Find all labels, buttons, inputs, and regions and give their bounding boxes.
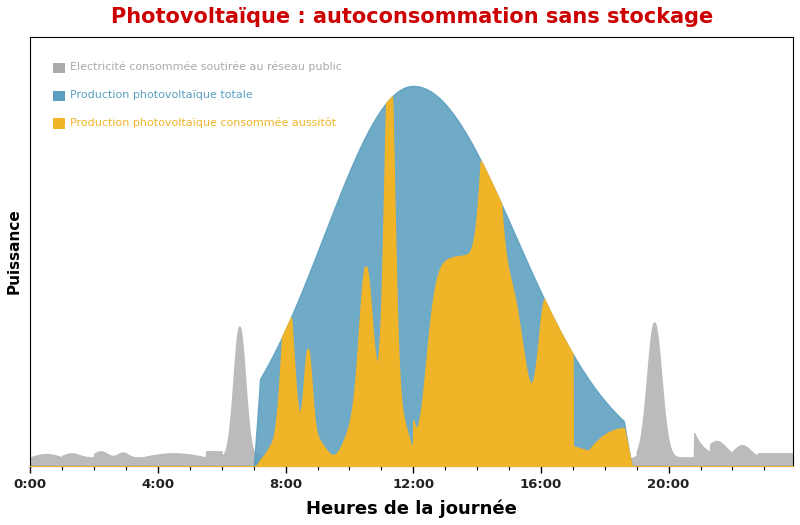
FancyBboxPatch shape [53, 90, 65, 101]
Title: Photovoltaïque : autoconsommation sans stockage: Photovoltaïque : autoconsommation sans s… [110, 7, 713, 27]
FancyBboxPatch shape [53, 62, 65, 74]
X-axis label: Heures de la journée: Heures de la journée [306, 500, 517, 518]
Text: Production photovoltaïque totale: Production photovoltaïque totale [70, 90, 253, 100]
Y-axis label: Puissance: Puissance [7, 209, 22, 295]
FancyBboxPatch shape [53, 119, 65, 129]
Text: Electricité consommée soutirée au réseau public: Electricité consommée soutirée au réseau… [70, 61, 342, 72]
Text: Production photovoltaïque consommée aussitôt: Production photovoltaïque consommée auss… [70, 118, 336, 128]
